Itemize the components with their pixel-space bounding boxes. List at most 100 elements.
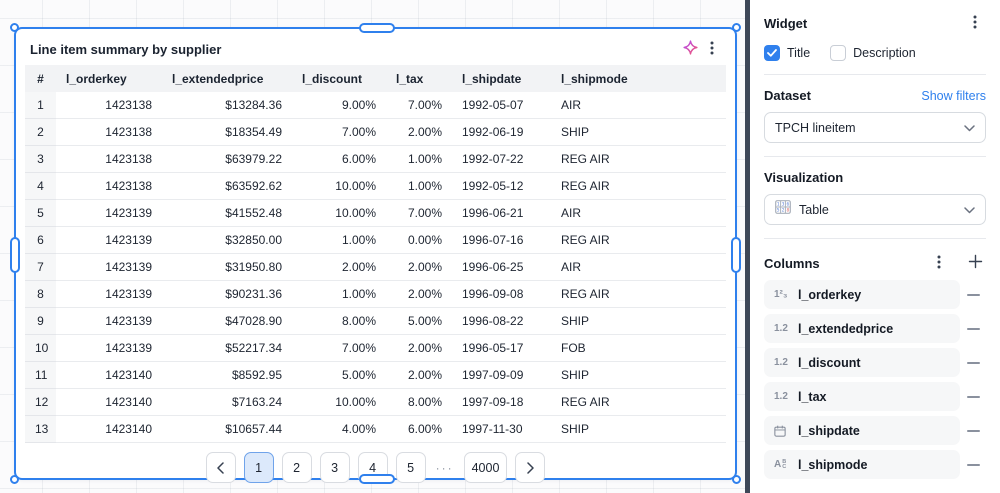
- row-index-cell: 8: [25, 280, 56, 308]
- resize-handle-left[interactable]: [10, 237, 20, 273]
- table-cell: 1992-05-07: [452, 92, 551, 119]
- minus-icon: [966, 327, 980, 330]
- dataset-section-heading: Dataset: [764, 88, 811, 103]
- add-column-button[interactable]: [964, 252, 986, 274]
- table-cell: 1423139: [56, 307, 162, 335]
- resize-handle-top-left[interactable]: [10, 23, 19, 32]
- column-header[interactable]: #: [25, 65, 56, 92]
- table-cell: REG AIR: [551, 280, 726, 308]
- dashboard-canvas[interactable]: Line item summary by supplier: [0, 0, 745, 493]
- table-cell: $63592.62: [162, 172, 292, 200]
- table-cell: 1.00%: [292, 280, 386, 308]
- resize-handle-top[interactable]: [359, 23, 395, 33]
- column-item-label: l_discount: [798, 355, 861, 370]
- remove-column-button[interactable]: [960, 361, 986, 364]
- remove-column-button[interactable]: [960, 327, 986, 330]
- settings-sidebar: Widget Title: [750, 0, 1000, 493]
- columns-menu-button[interactable]: [928, 252, 950, 274]
- column-item-label: l_shipdate: [798, 423, 860, 438]
- page-button-active[interactable]: 1: [243, 452, 274, 483]
- resize-handle-bottom-left[interactable]: [10, 475, 19, 484]
- table-row: 2 1423138 $18354.49 7.00% 2.00% 1992-06-19 SHI…: [25, 118, 726, 146]
- table-cell: 0.00%: [386, 226, 452, 254]
- checkbox-checked-icon[interactable]: [764, 45, 780, 61]
- decimal-type-icon: 1.2: [774, 391, 788, 402]
- page-button[interactable]: 5: [395, 452, 426, 483]
- svg-text:1: 1: [777, 201, 780, 207]
- remove-column-button[interactable]: [960, 429, 986, 432]
- table-cell: 7.00%: [292, 334, 386, 362]
- table-cell: 1423138: [56, 92, 162, 119]
- resize-handle-top-right[interactable]: [732, 23, 741, 32]
- table-cell: 6.00%: [386, 415, 452, 443]
- table-cell: 1423140: [56, 388, 162, 416]
- column-item-l_orderkey[interactable]: 1²₃ l_orderkey: [764, 280, 960, 309]
- table-cell: 1423139: [56, 280, 162, 308]
- table-cell: 7.00%: [386, 199, 452, 227]
- column-item-l_discount[interactable]: 1.2 l_discount: [764, 348, 960, 377]
- table-cell: 1423139: [56, 253, 162, 281]
- widget-menu-button[interactable]: [701, 38, 723, 60]
- widget-section-menu-button[interactable]: [964, 12, 986, 34]
- title-checkbox[interactable]: Title: [764, 45, 810, 61]
- table-row: 6 1423139 $32850.00 1.00% 0.00% 1996-07-16 REG…: [25, 226, 726, 254]
- table-row: 11 1423140 $8592.95 5.00% 2.00% 1997-09-09 SHI…: [25, 361, 726, 389]
- pagination-ellipsis: ···: [435, 460, 454, 475]
- remove-column-button[interactable]: [960, 395, 986, 398]
- page-button[interactable]: 2: [281, 452, 312, 483]
- column-item-label: l_orderkey: [798, 287, 862, 302]
- svg-text:5: 5: [777, 208, 780, 214]
- table-cell: 1423138: [56, 172, 162, 200]
- column-item-l_shipdate[interactable]: l_shipdate: [764, 416, 960, 445]
- resize-handle-right[interactable]: [731, 237, 741, 273]
- table-widget-card[interactable]: Line item summary by supplier: [10, 23, 741, 484]
- visualization-select[interactable]: 1 3 6 5 2 8 Table: [764, 194, 986, 225]
- table-cell: 7.00%: [386, 92, 452, 119]
- dataset-select[interactable]: TPCH lineitem: [764, 112, 986, 143]
- table-cell: SHIP: [551, 307, 726, 335]
- table-cell: 10.00%: [292, 172, 386, 200]
- checkbox-unchecked-icon[interactable]: [830, 45, 847, 61]
- chevron-down-icon: [964, 201, 975, 219]
- panel-resize-divider[interactable]: [745, 0, 750, 493]
- table-body: 1 1423138 $13284.36 9.00% 7.00% 1992-05-07 AIR…: [25, 92, 726, 443]
- column-header[interactable]: l_orderkey: [56, 65, 162, 92]
- column-item-row: 1.2 l_extendedprice: [764, 314, 986, 343]
- minus-icon: [966, 361, 980, 364]
- resize-handle-bottom-right[interactable]: [732, 475, 741, 484]
- table-container: # l_orderkey l_extendedprice l_discount l_ta…: [16, 65, 735, 443]
- widget-header: Line item summary by supplier: [16, 29, 735, 65]
- show-filters-link[interactable]: Show filters: [921, 88, 986, 103]
- remove-column-button[interactable]: [960, 463, 986, 466]
- table-cell: 1423139: [56, 334, 162, 362]
- table-cell: 10.00%: [292, 388, 386, 416]
- column-item-row: 1.2 l_tax: [764, 382, 986, 411]
- pagination: 1 2 3 4 5 ··· 4000: [16, 452, 735, 483]
- table-cell: 1992-06-19: [452, 118, 551, 146]
- column-header[interactable]: l_tax: [386, 65, 452, 92]
- column-header[interactable]: l_discount: [292, 65, 386, 92]
- description-checkbox[interactable]: Description: [830, 45, 916, 61]
- svg-text:3: 3: [782, 201, 785, 207]
- column-item-row: 1²₃ l_orderkey: [764, 280, 986, 309]
- date-type-icon: [774, 425, 790, 437]
- column-header[interactable]: l_shipmode: [551, 65, 726, 92]
- column-header[interactable]: l_extendedprice: [162, 65, 292, 92]
- remove-column-button[interactable]: [960, 293, 986, 296]
- table-cell: 1996-07-16: [452, 226, 551, 254]
- page-button[interactable]: 4000: [463, 452, 508, 483]
- table-cell: REG AIR: [551, 388, 726, 416]
- ai-sparkle-button[interactable]: [679, 38, 701, 60]
- page-button[interactable]: 3: [319, 452, 350, 483]
- column-item-l_extendedprice[interactable]: 1.2 l_extendedprice: [764, 314, 960, 343]
- column-header[interactable]: l_shipdate: [452, 65, 551, 92]
- resize-handle-bottom[interactable]: [359, 474, 395, 484]
- column-item-l_tax[interactable]: 1.2 l_tax: [764, 382, 960, 411]
- next-page-button[interactable]: [515, 452, 546, 483]
- column-item-l_shipmode[interactable]: A B C l_shipmode: [764, 450, 960, 479]
- table-cell: 1996-08-22: [452, 307, 551, 335]
- previous-page-button[interactable]: [205, 452, 236, 483]
- table-cell: 1423139: [56, 199, 162, 227]
- chevron-down-icon: [964, 119, 975, 137]
